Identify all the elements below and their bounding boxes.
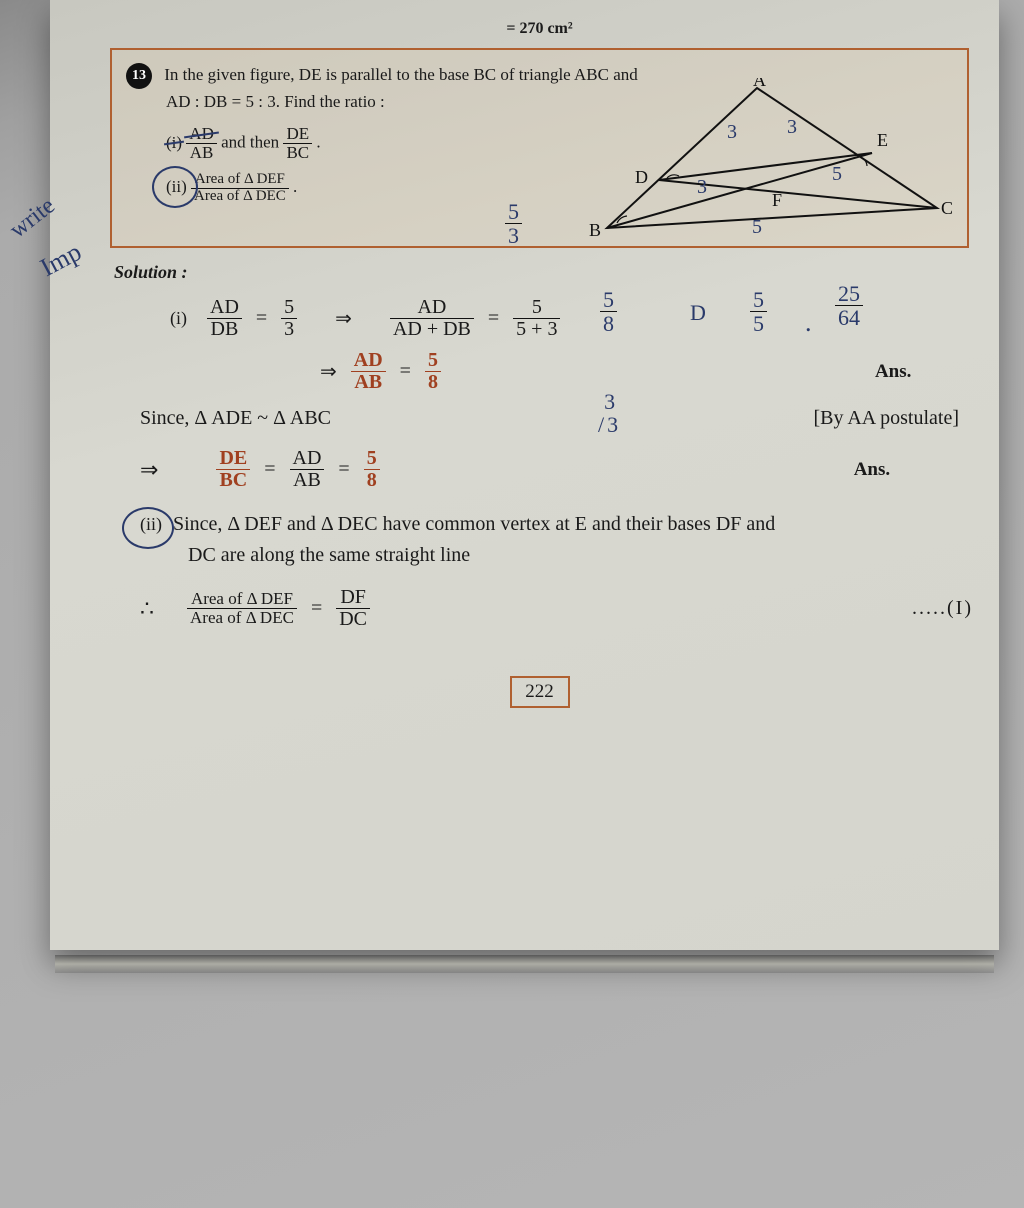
n: 3 (595, 390, 624, 413)
hand-3: 3 (697, 176, 707, 198)
hand-frac: 53 (505, 200, 522, 247)
d: AB (290, 469, 325, 491)
d: AB (351, 371, 386, 393)
solution-part-ii: (ii) Since, Δ DEF and Δ DEC have common … (140, 513, 969, 536)
d: 3 (604, 412, 621, 437)
solution-step-3: ⇒ DEBC = ADAB = 58 Ans. (140, 448, 969, 491)
frac-ad-ab: AD AB (186, 125, 217, 162)
eq-number: .....(I) (912, 597, 973, 620)
ans-label: Ans. (854, 459, 890, 481)
d: 8 (425, 371, 441, 393)
n: DF (336, 587, 370, 608)
eq: = (400, 360, 411, 383)
d: BC (216, 469, 250, 491)
d: 3 (281, 318, 297, 340)
d: 8 (364, 469, 380, 491)
hand-D: D (690, 300, 706, 326)
d: 8 (600, 311, 617, 335)
hand-frac-2564: 2564 (835, 282, 863, 329)
d: 3 (505, 223, 522, 247)
n: AD (290, 448, 325, 469)
fig-label-D: D (635, 167, 648, 187)
hand-5: 5 (832, 163, 842, 185)
hand-3: 3 (727, 121, 737, 143)
frac-num: DE (283, 125, 312, 143)
hand-frac-55: 55 (750, 288, 767, 335)
therefore: ∴ (140, 596, 154, 622)
frac-de-bc: DE BC (283, 125, 312, 162)
d: DC (336, 608, 370, 630)
n: 5 (750, 288, 767, 311)
frac-den: BC (283, 143, 312, 162)
implies: ⇒ (320, 359, 337, 384)
d: AD + DB (390, 318, 474, 340)
d: Area of Δ DEC (187, 608, 297, 627)
eq: = (264, 458, 275, 481)
since-text: Since, Δ ADE ~ Δ ABC (140, 407, 331, 429)
by-aa-postulate: [By AA postulate] (813, 407, 959, 430)
part-i-mid: and then (221, 133, 283, 152)
hand-frac-33: 3/3 (595, 390, 624, 436)
pen-circle-icon (122, 507, 174, 549)
hand-3: 3 (787, 116, 797, 138)
solution-step-4: ∴ Area of Δ DEFArea of Δ DEC = DFDC ....… (140, 587, 969, 630)
frac-den: AB (186, 143, 217, 162)
frac-area-def-dec: Area of Δ DEF Area of Δ DEC (191, 172, 289, 205)
problem-number-badge: 13 (126, 63, 152, 89)
dot: . (316, 133, 320, 152)
ii-text1: Since, Δ DEF and Δ DEC have common verte… (173, 513, 775, 535)
n: AD (351, 350, 386, 371)
part-i-label: (i) (166, 133, 182, 152)
n: 5 (513, 297, 560, 318)
i-label: (i) (170, 308, 187, 329)
problem-box: 13 In the given figure, DE is parallel t… (110, 48, 969, 248)
eq: = (311, 597, 322, 620)
frac-den: Area of Δ DEC (191, 188, 289, 205)
d: 64 (835, 305, 863, 329)
ii-text2: DC are along the same straight line (188, 544, 969, 567)
n: DE (216, 448, 250, 469)
frac-num: AD (186, 125, 217, 143)
triangle-figure: A B C D E F 3 3 5 3 5 (577, 78, 957, 248)
n: 5 (505, 200, 522, 223)
d: 5 + 3 (513, 318, 560, 340)
dot: . (293, 177, 297, 196)
since-line: Since, Δ ADE ~ Δ ABC [By AA postulate] (140, 407, 969, 430)
fig-label-E: E (877, 130, 888, 150)
n: 5 (364, 448, 380, 469)
n: AD (207, 297, 242, 318)
n: 5 (425, 350, 441, 371)
n: AD (390, 297, 474, 318)
n: 5 (281, 297, 297, 318)
eq: = (488, 307, 499, 330)
hand-dot: . (805, 308, 812, 338)
ans-label: Ans. (875, 361, 911, 383)
page-number: 222 (510, 676, 570, 708)
solution-title: Solution : (114, 262, 969, 283)
solution-step-2: ⇒ ADAB = 58 Ans. (320, 350, 969, 393)
frac-num: Area of Δ DEF (191, 172, 289, 188)
fig-label-A: A (753, 78, 766, 90)
fig-label-B: B (589, 220, 601, 240)
implies: ⇒ (335, 306, 352, 331)
handwriting-write: write (5, 193, 60, 245)
d: DB (207, 318, 242, 340)
hand-5: 5 (752, 216, 762, 238)
textbook-page: = 270 cm² 13 In the given figure, DE is … (50, 0, 999, 950)
d: 5 (750, 311, 767, 335)
n: 5 (600, 288, 617, 311)
hand-frac-58: 58 (600, 288, 617, 335)
handwriting-imp: Imp (35, 237, 86, 283)
eq: = (338, 458, 349, 481)
problem-line1: In the given figure, DE is parallel to t… (164, 65, 638, 84)
n: Area of Δ DEF (187, 590, 297, 608)
page-edge-shadow (55, 955, 994, 973)
fig-label-C: C (941, 198, 953, 218)
pen-circle-icon (152, 166, 198, 208)
eq: = (256, 307, 267, 330)
top-value: = 270 cm² (110, 20, 969, 38)
n: 25 (835, 282, 863, 305)
fig-label-F: F (772, 190, 782, 210)
implies: ⇒ (140, 457, 158, 483)
